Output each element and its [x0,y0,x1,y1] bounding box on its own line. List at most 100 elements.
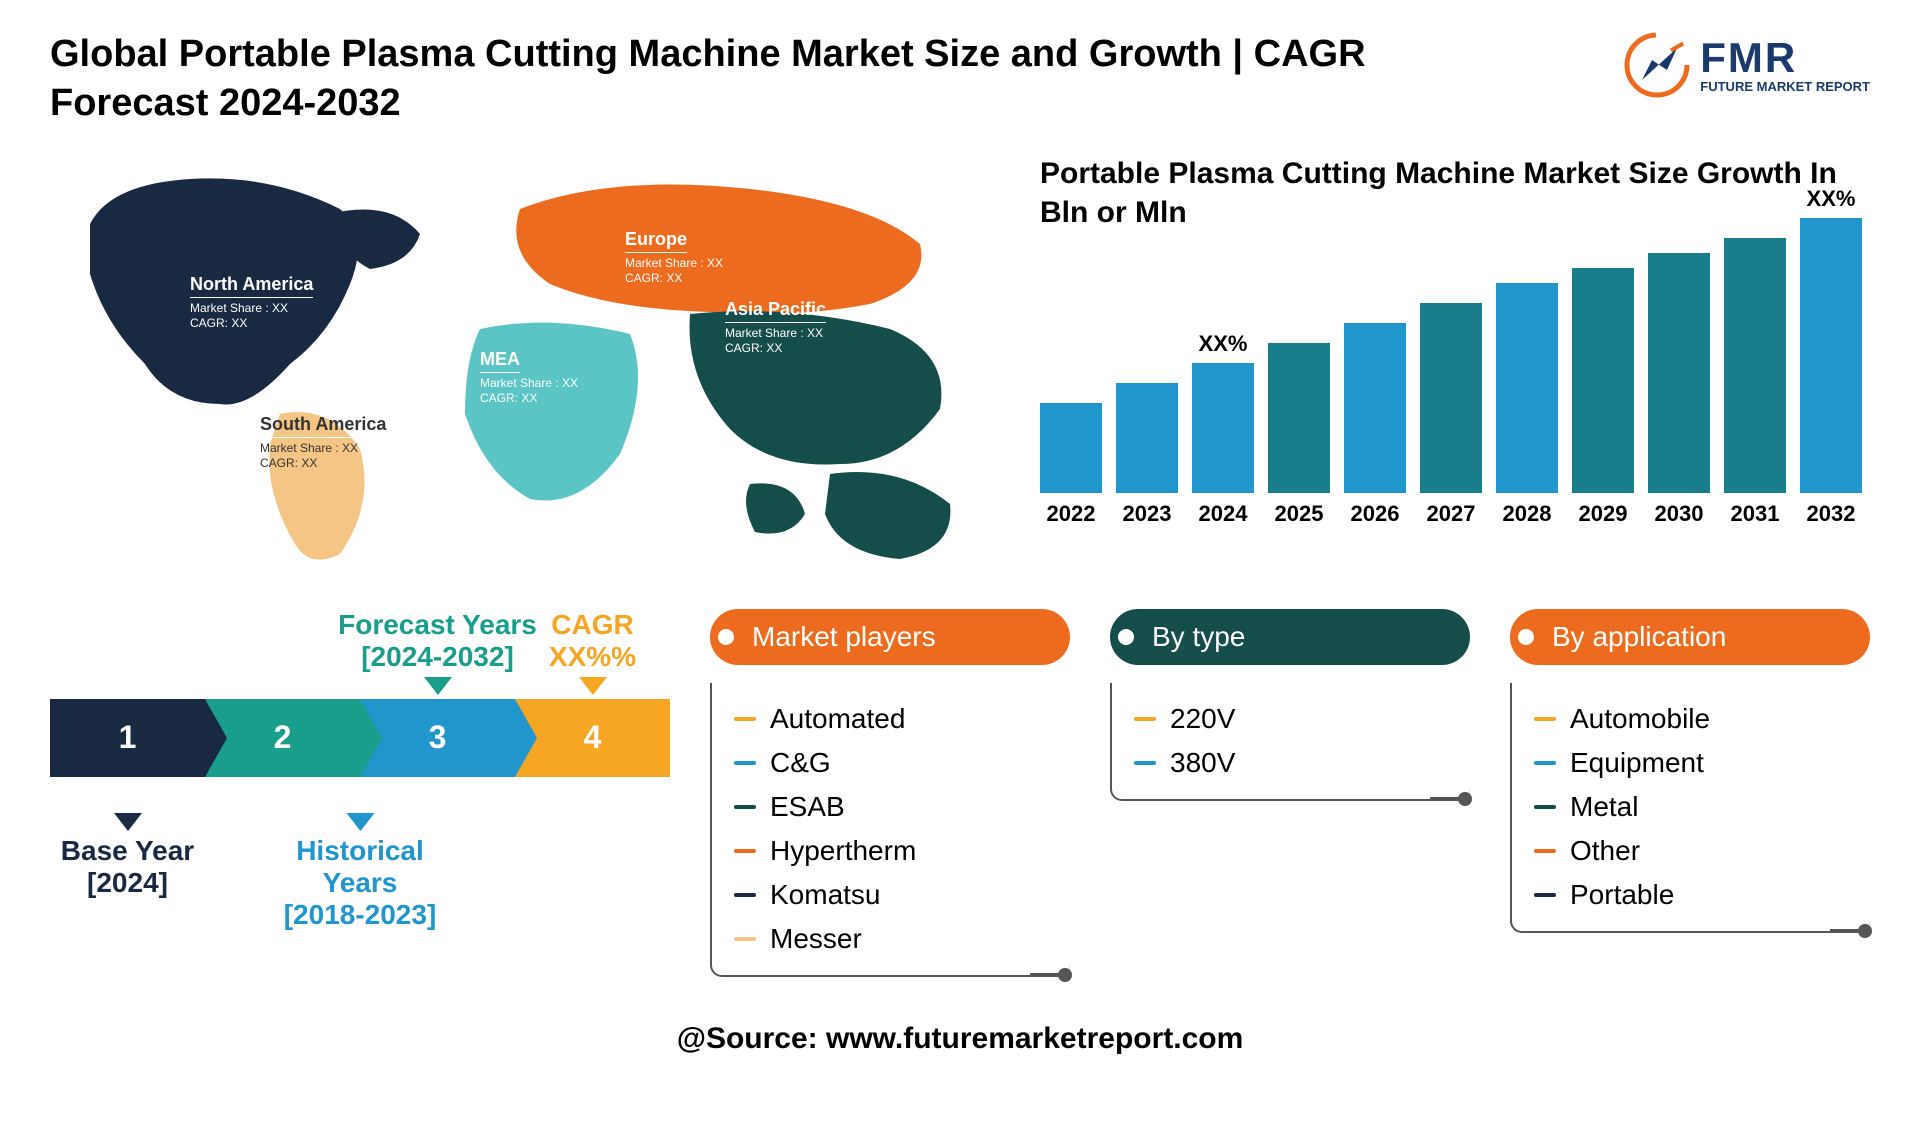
bar-year-label: 2031 [1731,501,1780,527]
logo-sub-text: FUTURE MARKET REPORT [1700,79,1870,94]
bar [1040,403,1102,493]
bar-year-label: 2032 [1807,501,1856,527]
timeline-segment: 3 [360,699,515,777]
historical-label: Historical Years [2018-2023] [283,813,438,931]
bar-year-label: 2029 [1579,501,1628,527]
bar [1648,253,1710,493]
tick-icon [734,717,756,721]
logo-icon [1622,30,1692,100]
list-item-text: Portable [1570,879,1674,911]
bar-top-label: XX% [1199,331,1248,359]
list-item: C&G [734,741,1070,785]
bar-column: 2028 [1496,251,1558,527]
bar [1496,283,1558,493]
bar-top-label: XX% [1807,186,1856,214]
list-item-text: ESAB [770,791,845,823]
list-item: Automated [734,697,1070,741]
bar-year-label: 2022 [1047,501,1096,527]
tick-icon [1534,761,1556,765]
base-range: [2024] [50,867,205,899]
base-year-label: Base Year [2024] [50,813,205,899]
category-list: 220V 380V [1110,683,1470,801]
bullet-icon [718,629,734,645]
bar-column: 2027 [1420,271,1482,527]
timeline-segment: 2 [205,699,360,777]
bar-year-label: 2027 [1427,501,1476,527]
category-pill: By type [1110,609,1470,665]
list-item: 220V [1134,697,1470,741]
list-item: ESAB [734,785,1070,829]
bar [1344,323,1406,493]
page-title: Global Portable Plasma Cutting Machine M… [50,30,1500,129]
tick-icon [734,937,756,941]
triangle-down-icon [114,813,142,831]
bar-column: XX% 2032 [1800,186,1862,527]
list-item: Portable [1534,873,1870,917]
world-map: North AmericaMarket Share : XXCAGR: XXSo… [50,154,1010,574]
timeline-segment: 1 [50,699,205,777]
pill-title: By type [1152,621,1245,653]
map-label-eu: EuropeMarket Share : XXCAGR: XX [625,229,723,287]
logo: FMR FUTURE MARKET REPORT [1622,30,1870,100]
tick-icon [734,761,756,765]
bar-column: 2029 [1572,236,1634,527]
bar [1800,218,1862,493]
timeline-strip: 1234 [50,699,670,777]
list-item: Equipment [1534,741,1870,785]
cagr-label: CAGR XX%% [515,609,670,695]
bar-column: 2022 [1040,371,1102,527]
map-label-na: North AmericaMarket Share : XXCAGR: XX [190,274,313,332]
bar [1192,363,1254,493]
bar-column: 2030 [1648,221,1710,527]
list-item-text: C&G [770,747,831,779]
bar [1116,383,1178,493]
logo-fmr-text: FMR [1700,37,1870,79]
bar-column: 2025 [1268,311,1330,527]
bar [1268,343,1330,493]
list-item: Messer [734,917,1070,961]
timeline-segment: 4 [515,699,670,777]
tick-icon [1534,893,1556,897]
triangle-down-icon [579,677,607,695]
category-column: By type 220V 380V [1110,609,1470,977]
list-item-text: Komatsu [770,879,881,911]
list-item-text: Other [1570,835,1640,867]
map-label-ap: Asia PacificMarket Share : XXCAGR: XX [725,299,826,357]
list-item-text: Messer [770,923,862,955]
bullet-icon [1118,629,1134,645]
bar [1572,268,1634,493]
list-item: 380V [1134,741,1470,785]
bar [1420,303,1482,493]
bar-year-label: 2024 [1199,501,1248,527]
list-item-text: Hypertherm [770,835,916,867]
triangle-down-icon [346,813,374,831]
tick-icon [1534,805,1556,809]
base-text: Base Year [50,835,205,867]
triangle-down-icon [424,677,452,695]
bar-year-label: 2030 [1655,501,1704,527]
category-column: Market players Automated C&G ESAB Hypertherm… [710,609,1070,977]
bar [1724,238,1786,493]
growth-bar-chart: Portable Plasma Cutting Machine Market S… [1040,154,1870,574]
bar-year-label: 2023 [1123,501,1172,527]
hist-text: Historical Years [283,835,438,899]
cagr-value: XX%% [515,641,670,673]
list-item-text: 220V [1170,703,1235,735]
bar-year-label: 2028 [1503,501,1552,527]
timeline: Forecast Years [2024-2032] CAGR XX%% 123… [50,609,670,905]
list-item-text: Automobile [1570,703,1710,735]
list-item-text: Metal [1570,791,1638,823]
tick-icon [1534,849,1556,853]
source-attribution: @Source: www.futuremarketreport.com [50,1022,1870,1056]
list-item: Metal [1534,785,1870,829]
category-pill: Market players [710,609,1070,665]
bar-column: 2031 [1724,206,1786,527]
category-list: Automobile Equipment Metal Other Portable [1510,683,1870,933]
tick-icon [734,893,756,897]
bar-year-label: 2026 [1351,501,1400,527]
list-item-text: Automated [770,703,905,735]
category-list: Automated C&G ESAB Hypertherm Komatsu Messer [710,683,1070,977]
tick-icon [1134,717,1156,721]
list-item-text: Equipment [1570,747,1704,779]
bar-column: 2026 [1344,291,1406,527]
